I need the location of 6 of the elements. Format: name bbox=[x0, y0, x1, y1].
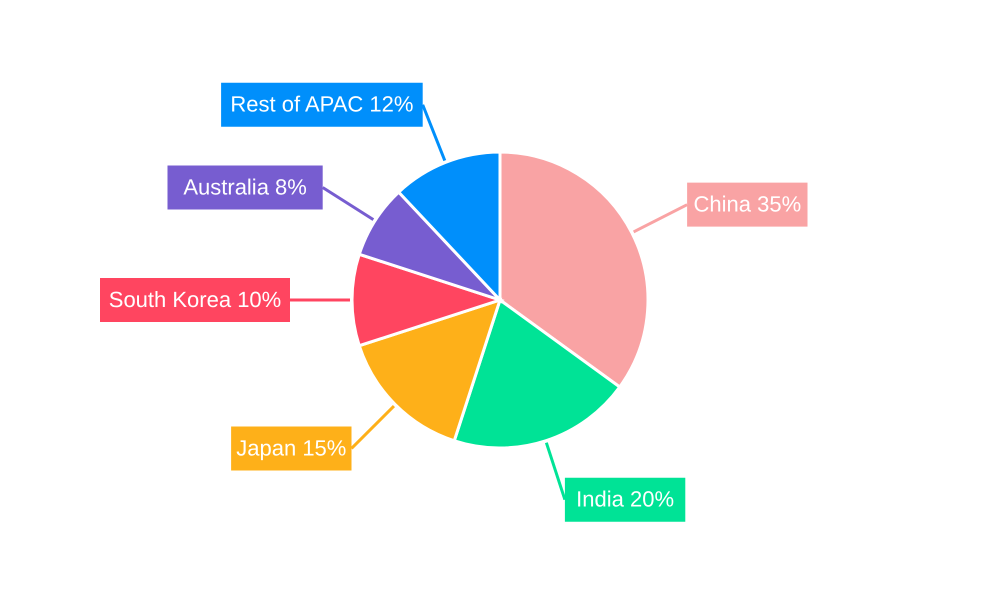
slice-label: India 20% bbox=[576, 486, 674, 512]
slice-label: Australia 8% bbox=[183, 174, 307, 200]
slice-label: Japan 15% bbox=[236, 435, 346, 460]
slice-label: China 35% bbox=[693, 192, 802, 217]
slice-label: South Korea 10% bbox=[108, 287, 282, 312]
slice-label: Rest of APAC 12% bbox=[230, 92, 414, 117]
